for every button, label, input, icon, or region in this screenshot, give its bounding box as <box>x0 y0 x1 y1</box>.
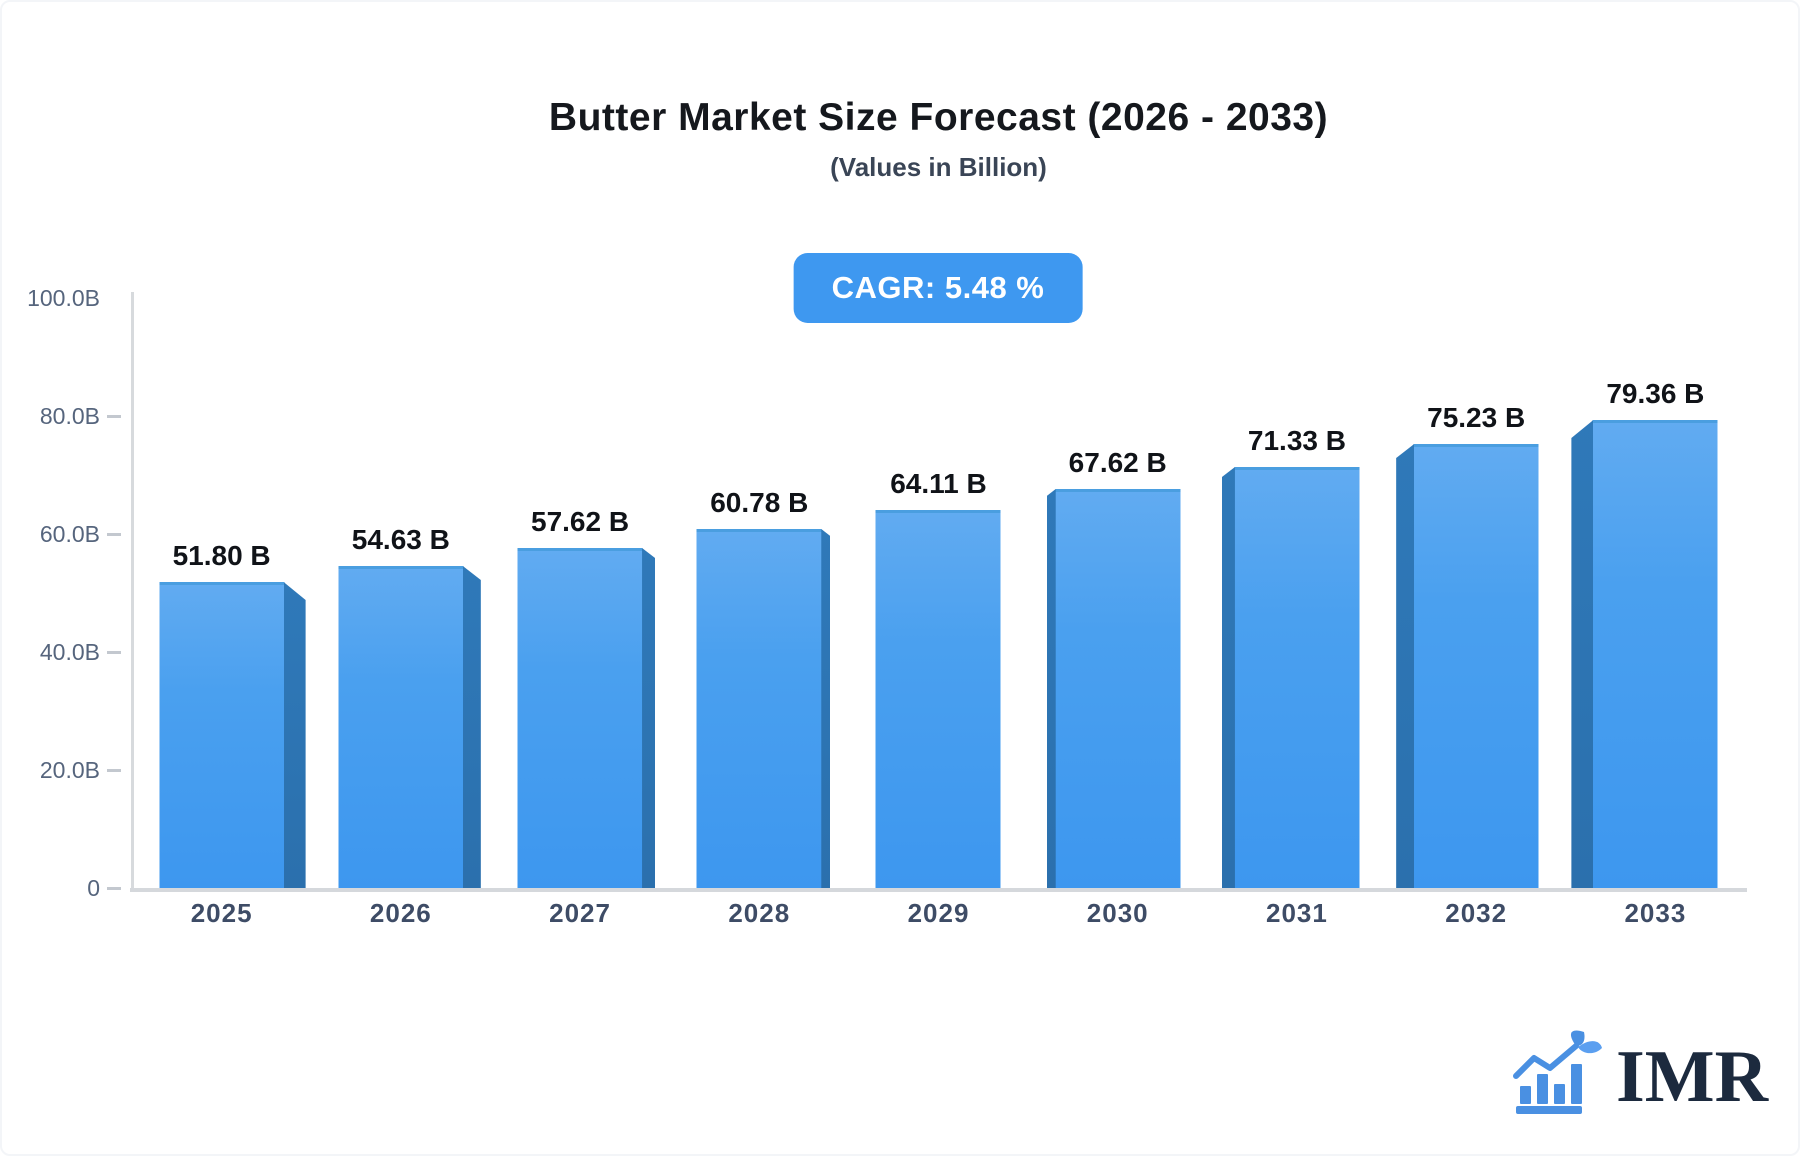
bar-value-2025: 51.80 B <box>172 540 271 571</box>
bar-value-2028: 60.78 B <box>710 487 809 518</box>
bar-value-2032: 75.23 B <box>1427 402 1526 433</box>
y-tick-0 <box>107 887 121 890</box>
x-axis-label-2033: 2033 <box>1624 898 1687 928</box>
y-axis-label-80: 80.0B <box>39 403 100 429</box>
bar-group-2032: 75.23 B <box>1387 298 1566 888</box>
cagr-badge: CAGR: 5.48 % <box>793 253 1083 323</box>
imr-logo: IMR <box>1510 1030 1768 1123</box>
bar-side-2032 <box>1396 444 1415 888</box>
bar-side-2027 <box>642 548 656 888</box>
bar-2030 <box>1055 489 1181 888</box>
bar-2029 <box>875 510 1001 888</box>
bar-group-2030: 67.62 B <box>1028 298 1207 888</box>
x-axis-label-2027: 2027 <box>549 898 611 928</box>
x-axis-label-2026: 2026 <box>369 898 432 928</box>
bar-side-2031 <box>1221 467 1235 888</box>
x-axis-label-2032: 2032 <box>1445 898 1508 928</box>
x-axis-label-2030: 2030 <box>1086 898 1149 928</box>
y-tick-80 <box>107 415 121 418</box>
x-axis-label-2028: 2028 <box>728 898 791 928</box>
bar-side-2025 <box>283 582 306 888</box>
y-axis-label-100: 100.0B <box>27 285 100 311</box>
bar-group-2028: 60.78 B <box>670 298 849 888</box>
x-axis-label-2029: 2029 <box>907 898 970 928</box>
bar-value-2029: 64.11 B <box>890 468 987 499</box>
bar-group-2029: 64.11 B <box>849 298 1028 888</box>
y-axis-line <box>131 292 134 891</box>
bar-side-2033 <box>1571 420 1594 888</box>
logo-chart-leaf-icon <box>1510 1030 1610 1123</box>
bar-group-2027: 57.62 B <box>490 298 669 888</box>
y-axis-label-40: 40.0B <box>39 639 100 665</box>
bar-group-2031: 71.33 B <box>1207 298 1386 888</box>
bar-2031 <box>1234 467 1360 888</box>
bar-side-2026 <box>462 566 481 888</box>
bar-2032 <box>1413 444 1539 888</box>
bar-value-2030: 67.62 B <box>1068 447 1167 478</box>
bar-2027 <box>517 548 643 888</box>
bar-value-2026: 54.63 B <box>351 524 450 555</box>
x-axis-line <box>130 888 1747 892</box>
logo-text: IMR <box>1616 1035 1769 1118</box>
bar-group-2033: 79.36 B <box>1566 298 1745 888</box>
bar-2028 <box>696 529 822 888</box>
plot-area: 51.80 B 54.63 B 57.62 B 60.78 B 64.11 B 67.62… <box>132 298 1745 888</box>
y-axis-label-20: 20.0B <box>39 757 100 783</box>
y-axis-label-0: 0 <box>87 875 100 901</box>
bar-2025 <box>159 582 285 888</box>
bar-value-2033: 79.36 B <box>1606 378 1705 409</box>
chart-title: Butter Market Size Forecast (2026 - 2033… <box>548 96 1329 139</box>
bar-value-2031: 71.33 B <box>1247 425 1346 456</box>
x-axis-label-2025: 2025 <box>190 898 253 928</box>
y-axis-label-60: 60.0B <box>39 521 100 547</box>
bar-2033 <box>1592 420 1718 888</box>
bar-group-2025: 51.80 B <box>132 298 311 888</box>
bar-value-2027: 57.62 B <box>531 506 630 537</box>
bar-group-2026: 54.63 B <box>311 298 490 888</box>
y-tick-60 <box>107 533 121 536</box>
bar-2026 <box>338 566 464 888</box>
x-axis-label-2031: 2031 <box>1266 898 1328 928</box>
bar-side-2030 <box>1046 489 1056 888</box>
bar-side-2028 <box>821 529 831 888</box>
y-tick-40 <box>107 651 121 654</box>
chart-subtitle: (Values in Billion) <box>830 152 1047 182</box>
y-tick-20 <box>107 769 121 772</box>
